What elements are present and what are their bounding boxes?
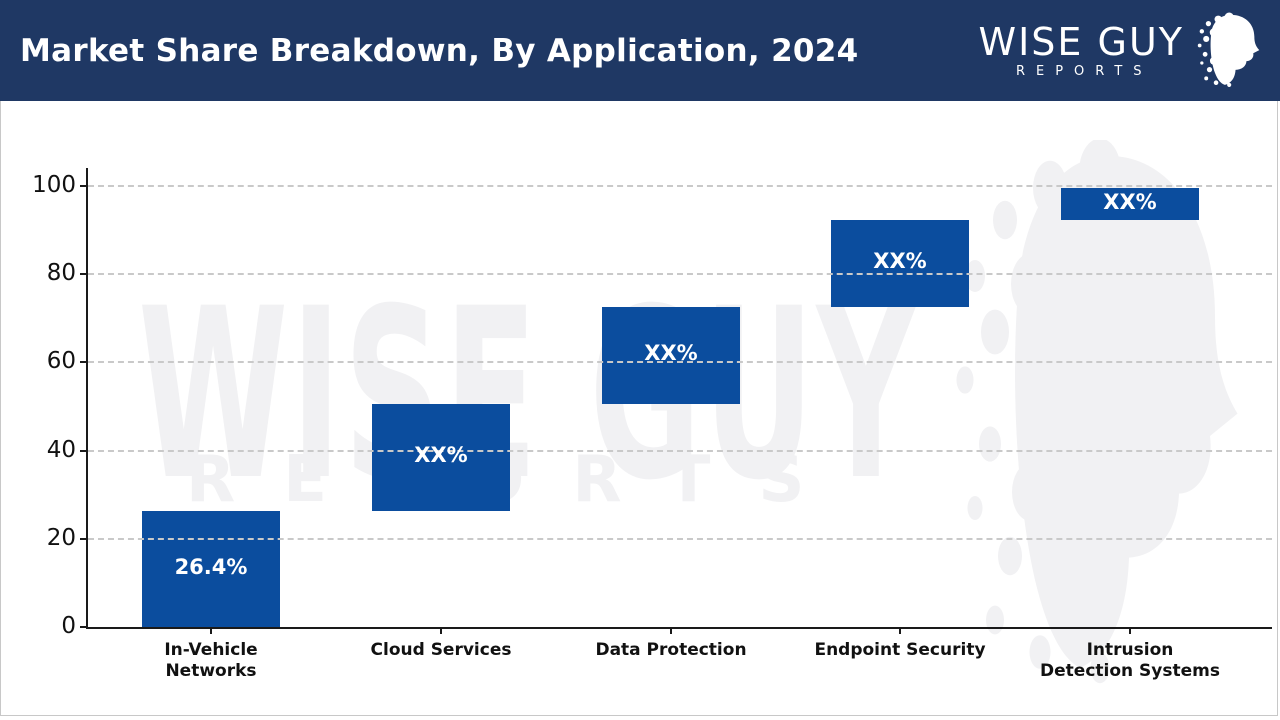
chart-bar: [1061, 188, 1199, 220]
x-axis-label-line: Intrusion: [1086, 640, 1174, 660]
header-bar: Market Share Breakdown, By Application, …: [0, 0, 1280, 101]
x-axis-label-line: Detection Systems: [1040, 661, 1220, 681]
y-tick: [80, 537, 86, 540]
x-tick: [670, 629, 672, 634]
chart-bar: [142, 510, 280, 627]
x-axis-label-line: Networks: [165, 661, 257, 681]
y-axis-tick-label: 20: [46, 524, 76, 551]
bar-value-label: XX%: [414, 443, 468, 468]
brand-wordmark: WISE GUY: [978, 20, 1184, 64]
y-tick: [80, 626, 86, 628]
gridline: [88, 361, 1272, 364]
x-tick: [440, 629, 442, 634]
y-tick: [80, 185, 86, 187]
y-axis-tick-label: 60: [46, 348, 76, 375]
brand-subtitle: REPORTS: [1015, 64, 1153, 79]
gridline: [88, 185, 1272, 187]
y-axis-tick-label: 100: [32, 172, 76, 198]
page-title: Market Share Breakdown, By Application, …: [20, 32, 859, 69]
x-tick: [1129, 629, 1131, 634]
y-axis-tick-label: 40: [46, 436, 76, 463]
y-tick: [80, 273, 86, 276]
x-axis-label-line: Cloud Services: [370, 640, 512, 660]
chart-bar: [602, 306, 740, 404]
y-axis-tick-label: 0: [61, 613, 76, 639]
x-axis-category-label: Endpoint Security: [784, 640, 1016, 661]
bar-value-label: XX%: [873, 249, 927, 274]
y-axis-tick-label: 80: [46, 260, 76, 287]
gridline: [88, 449, 1272, 452]
y-axis-line: [86, 168, 88, 629]
bar-value-label: XX%: [644, 341, 698, 366]
bar-value-label: XX%: [1103, 189, 1157, 214]
chart-bar: [831, 219, 969, 307]
x-axis-label-line: Data Protection: [595, 640, 747, 660]
x-tick: [210, 629, 212, 634]
x-axis-category-label: In-Vehicle Networks: [95, 640, 327, 682]
x-axis-label-line: In-Vehicle: [164, 640, 258, 660]
gridline: [88, 537, 1272, 540]
x-tick: [899, 629, 901, 634]
x-axis-category-label: Intrusion Detection Systems: [1014, 640, 1246, 682]
watermark-wordmark: WISE GUY: [138, 259, 918, 532]
x-axis-category-label: Data Protection: [555, 640, 787, 661]
y-tick: [80, 449, 86, 452]
gridline: [88, 273, 1272, 276]
bar-value-label: 26.4%: [174, 554, 248, 579]
x-axis-line: [86, 627, 1272, 629]
x-axis-label-line: Endpoint Security: [814, 640, 986, 660]
brand-wordmark-block: WISE GUY REPORTS: [979, 23, 1184, 78]
x-axis-category-label: Cloud Services: [325, 640, 557, 661]
chart-bar: [372, 403, 510, 511]
y-tick: [80, 361, 86, 364]
brand-logo: WISE GUY REPORTS: [979, 12, 1262, 90]
